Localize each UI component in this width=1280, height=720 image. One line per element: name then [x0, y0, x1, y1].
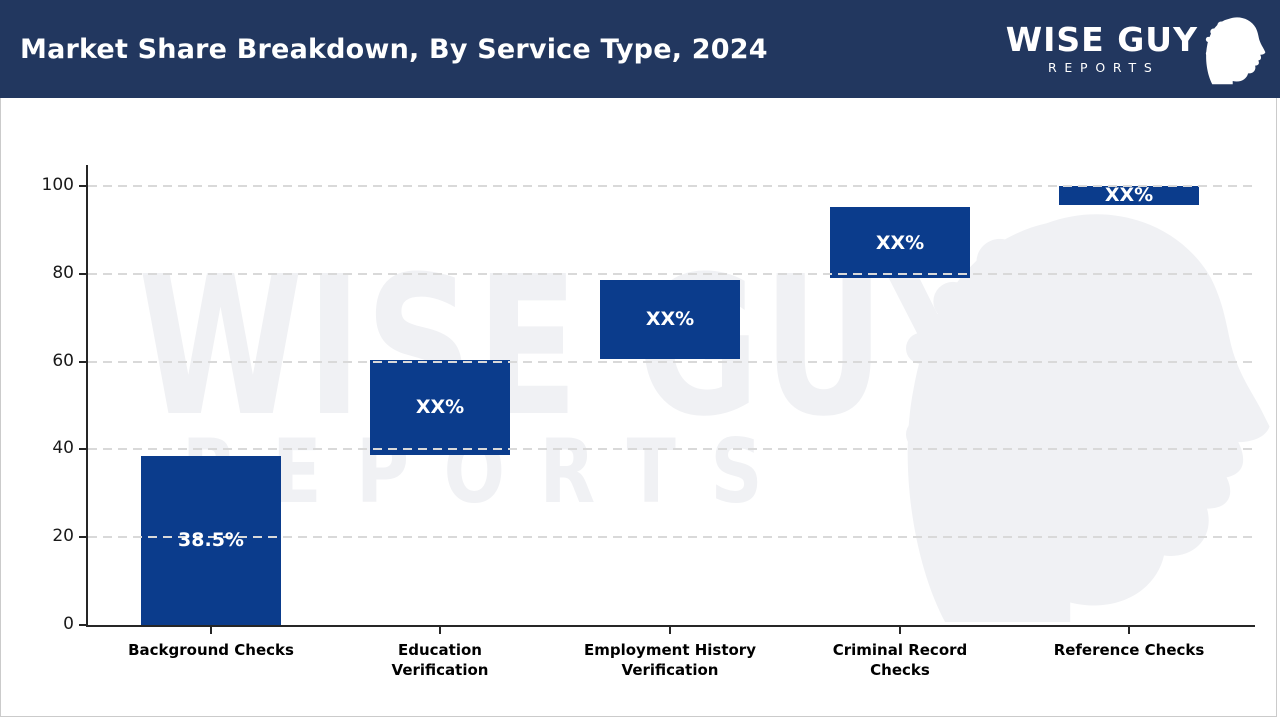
y-tick-60: [79, 360, 86, 363]
x-category-label-line: Verification: [621, 661, 719, 679]
watermark-head-icon: [906, 214, 1270, 622]
bar-1: [370, 360, 510, 455]
x-tick-1: [439, 627, 441, 634]
brand-subtitle: REPORTS: [1047, 60, 1160, 75]
x-category-label-2: Employment History Verification: [555, 640, 785, 680]
y-tick-40: [79, 448, 86, 451]
card-border-left: [0, 98, 1, 717]
gridline-40: [88, 448, 1255, 451]
x-category-label-line: Employment History: [584, 641, 756, 659]
bar-4: [1059, 185, 1199, 206]
y-tick-0: [79, 624, 86, 626]
page-title: Market Share Breakdown, By Service Type,…: [20, 33, 768, 65]
y-tick-label-20: 20: [52, 526, 74, 547]
bar-label-2: XX%: [645, 308, 695, 331]
bar-label-3: XX%: [875, 231, 925, 254]
brand-name: WISE GUY: [1005, 20, 1198, 59]
x-category-label-line: Criminal Record: [832, 641, 968, 659]
gridline-100: [88, 185, 1255, 187]
bar-0: [141, 455, 281, 625]
y-tick-80: [79, 272, 86, 275]
gridline-60: [88, 360, 1255, 363]
x-category-label-line: Checks: [870, 661, 930, 679]
x-category-label-1: Education Verification: [325, 640, 555, 680]
y-tick-label-80: 80: [52, 262, 74, 283]
x-category-label-0: Background Checks: [96, 640, 326, 660]
gridline-80: [88, 272, 1255, 275]
card-border-right: [1276, 98, 1277, 717]
bar-2: [600, 279, 740, 359]
x-category-label-line: Education: [398, 641, 482, 659]
x-tick-3: [899, 627, 901, 634]
header-bar: Market Share Breakdown, By Service Type,…: [0, 0, 1280, 98]
x-category-label-4: Reference Checks: [1014, 640, 1244, 660]
x-category-label-3: Criminal Record Checks: [785, 640, 1015, 680]
y-tick-label-100: 100: [41, 175, 74, 195]
gridline-20: [88, 536, 1255, 539]
x-tick-0: [210, 627, 212, 634]
bar-label-1: XX%: [415, 396, 465, 419]
bar-label-0: 38.5%: [178, 529, 244, 552]
x-axis-spine: [86, 625, 1255, 627]
y-axis-spine: [86, 165, 88, 627]
x-tick-2: [669, 627, 671, 634]
wiseguy-head-icon: [1205, 17, 1266, 85]
brand-logo: WISE GUY REPORTS: [1006, 0, 1266, 98]
x-category-label-line: Verification: [391, 661, 489, 679]
y-tick-label-60: 60: [52, 350, 74, 371]
card-border-bottom: [0, 716, 1277, 717]
brand-logo-text: WISE GUY REPORTS: [1005, 20, 1198, 76]
x-category-label-line: Reference Checks: [1053, 641, 1205, 659]
x-category-label-line: Background Checks: [128, 641, 294, 659]
y-tick-label-40: 40: [52, 438, 74, 459]
bar-3: [830, 207, 970, 279]
y-tick-20: [79, 536, 86, 539]
y-tick-label-0: 0: [63, 614, 74, 634]
watermark-text-line1: WISE GUY: [138, 236, 1000, 459]
x-tick-4: [1128, 627, 1130, 634]
y-tick-100: [79, 185, 86, 187]
bar-label-4: XX%: [1104, 184, 1154, 207]
